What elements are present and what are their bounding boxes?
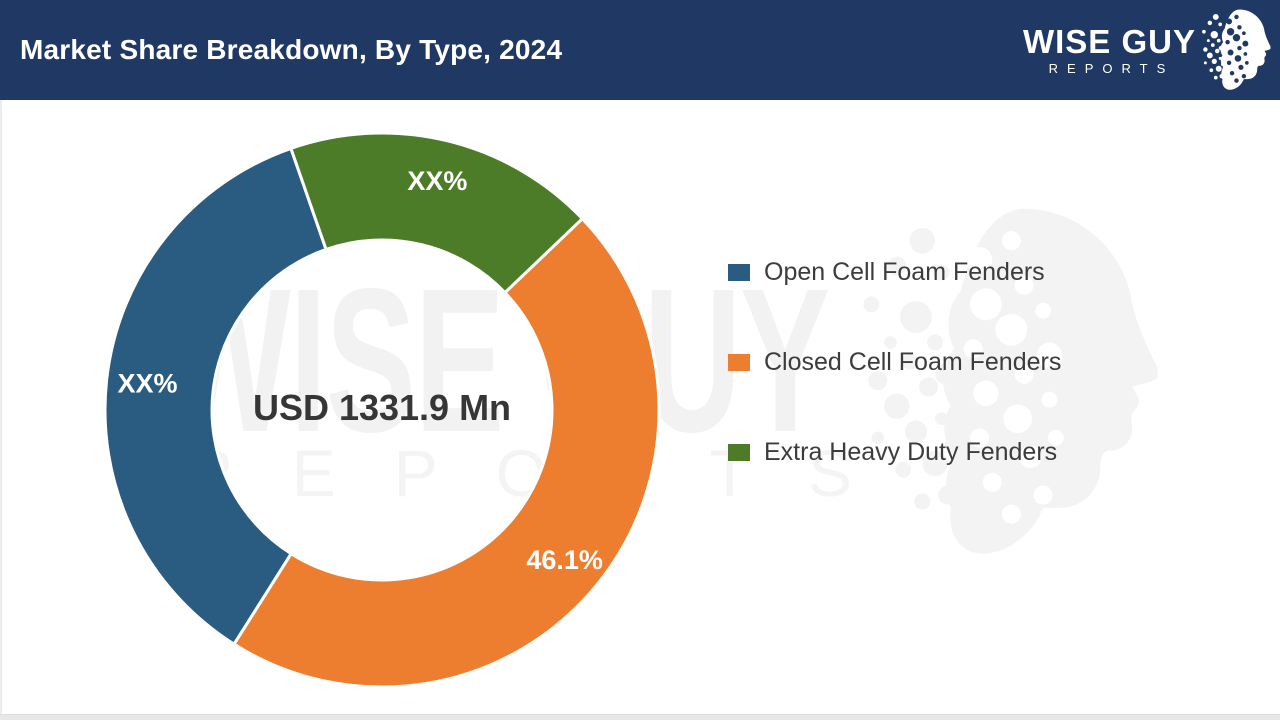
- pie-slice-open-cell-foam-fenders[interactable]: [103, 146, 328, 646]
- chart-legend: Open Cell Foam Fenders Closed Cell Foam F…: [728, 255, 1061, 469]
- brand-logo: WISE GUY REPORTS: [1023, 0, 1272, 100]
- legend-label: Closed Cell Foam Fenders: [764, 348, 1062, 376]
- watermark-head-icon: [863, 208, 1158, 554]
- header-bar: Market Share Breakdown, By Type, 2024 WI…: [0, 0, 1280, 100]
- watermark-title: WISE GUY: [163, 246, 830, 475]
- brand-logo-tagline: REPORTS: [1048, 61, 1175, 76]
- left-edge-strip: [0, 100, 2, 720]
- slice-percentage-label: XX%: [407, 166, 467, 196]
- legend-label: Open Cell Foam Fenders: [764, 258, 1045, 286]
- legend-label: Extra Heavy Duty Fenders: [764, 438, 1058, 466]
- legend-item-extra-heavy-duty-fenders[interactable]: Extra Heavy Duty Fenders: [728, 435, 1061, 469]
- legend-swatch: [728, 353, 750, 371]
- legend-item-open-cell-foam-fenders[interactable]: Open Cell Foam Fenders: [728, 255, 1061, 289]
- brand-logo-text: WISE GUY REPORTS: [1023, 25, 1196, 75]
- legend-item-closed-cell-foam-fenders[interactable]: Closed Cell Foam Fenders: [728, 345, 1061, 379]
- pie-slice-extra-heavy-duty-fenders[interactable]: [289, 131, 584, 295]
- slice-percentage-label: 46.1%: [526, 545, 603, 575]
- footer-strip: [0, 714, 1280, 720]
- chart-center-value: USD 1331.9 Mn: [252, 387, 512, 428]
- brand-logo-head-icon: [1202, 9, 1271, 90]
- brand-logo-name: WISE GUY: [1022, 23, 1196, 60]
- pie-slice-closed-cell-foam-fenders[interactable]: [232, 217, 661, 689]
- page-title: Market Share Breakdown, By Type, 2024: [20, 34, 563, 65]
- legend-swatch: [728, 443, 750, 461]
- legend-swatch: [728, 263, 750, 281]
- slice-percentage-label: XX%: [118, 369, 178, 399]
